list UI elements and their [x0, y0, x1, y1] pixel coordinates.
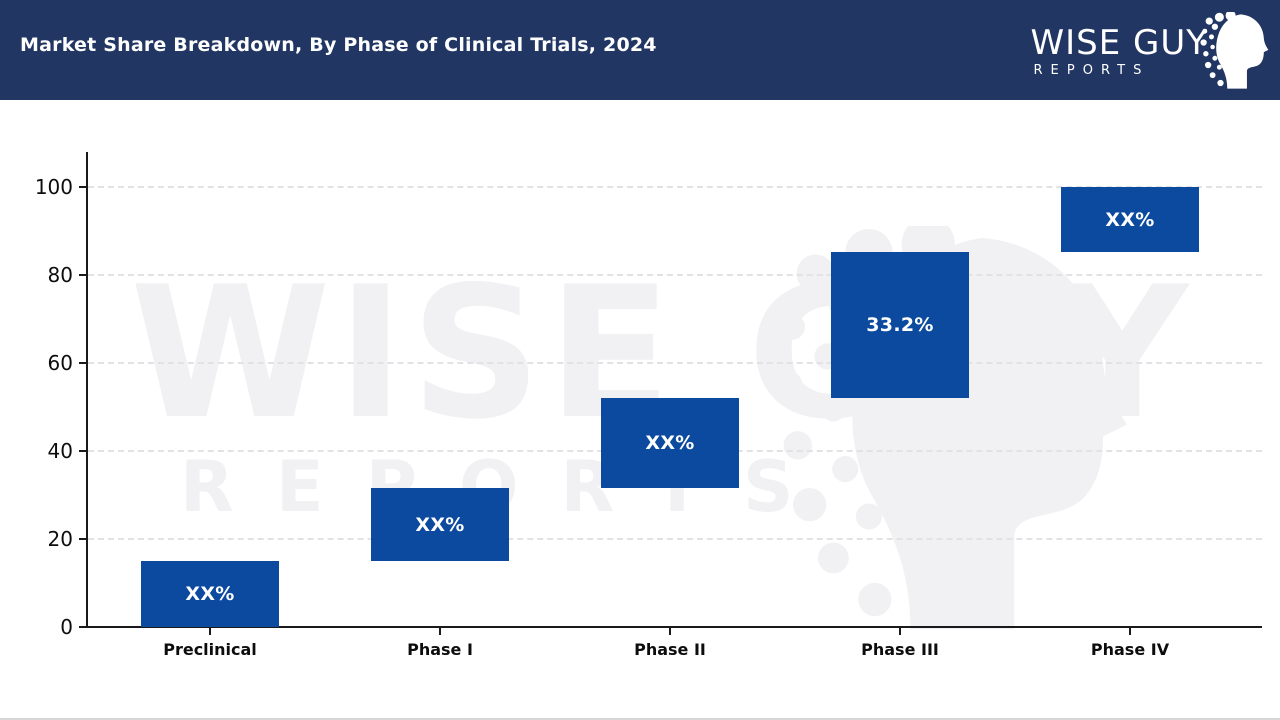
y-tick: [79, 626, 88, 628]
y-tick: [79, 538, 88, 540]
x-tick: [439, 628, 441, 635]
y-tick-label: 100: [34, 175, 73, 199]
logo-wordmark: WISE GUY REPORTS: [1030, 26, 1208, 77]
bar-preclinical: XX%: [141, 561, 279, 627]
bar-value-label: XX%: [185, 583, 235, 605]
logo-head-icon: [1200, 11, 1269, 89]
x-tick: [899, 628, 901, 635]
x-axis-label: Phase III: [861, 640, 939, 659]
gridline: [88, 186, 1262, 188]
y-tick-label: 20: [47, 527, 73, 551]
logo-wordmark-line1: WISE GUY: [1030, 22, 1208, 63]
y-tick-label: 0: [60, 615, 73, 639]
x-axis-line: [86, 626, 1262, 628]
x-axis-label: Phase I: [407, 640, 473, 659]
header: Market Share Breakdown, By Phase of Clin…: [0, 0, 1280, 100]
y-tick-label: 80: [47, 263, 73, 287]
x-axis-label: Phase IV: [1090, 640, 1170, 659]
bar-phase-i: XX%: [371, 488, 509, 561]
gridline: [88, 362, 1262, 364]
bar-value-label: XX%: [645, 432, 695, 455]
logo-wordmark-line2: REPORTS: [1033, 62, 1150, 78]
y-tick-label: 60: [47, 351, 73, 375]
y-tick: [79, 186, 88, 188]
brand-logo: WISE GUY REPORTS: [1030, 8, 1270, 94]
bar-value-label: XX%: [415, 513, 465, 536]
bar-phase-ii: XX%: [601, 398, 739, 489]
bar-phase-iii: 33.2%: [831, 252, 969, 399]
bar-phase-iv: XX%: [1061, 187, 1199, 253]
x-tick: [209, 628, 211, 635]
gridline: [88, 274, 1262, 276]
chart-title: Market Share Breakdown, By Phase of Clin…: [20, 34, 657, 56]
bar-value-label: 33.2%: [866, 314, 934, 337]
x-axis-label: Preclinical: [163, 640, 257, 659]
y-tick-label: 40: [47, 439, 73, 463]
bar-value-label: XX%: [1105, 208, 1155, 231]
gridline: [88, 538, 1262, 540]
y-tick: [79, 362, 88, 364]
x-tick: [669, 628, 671, 635]
y-tick: [79, 274, 88, 276]
y-axis-line: [86, 152, 88, 628]
x-axis-label: Phase II: [634, 640, 706, 659]
bottom-border: [0, 718, 1280, 720]
x-tick: [1129, 628, 1131, 635]
y-tick: [79, 450, 88, 452]
